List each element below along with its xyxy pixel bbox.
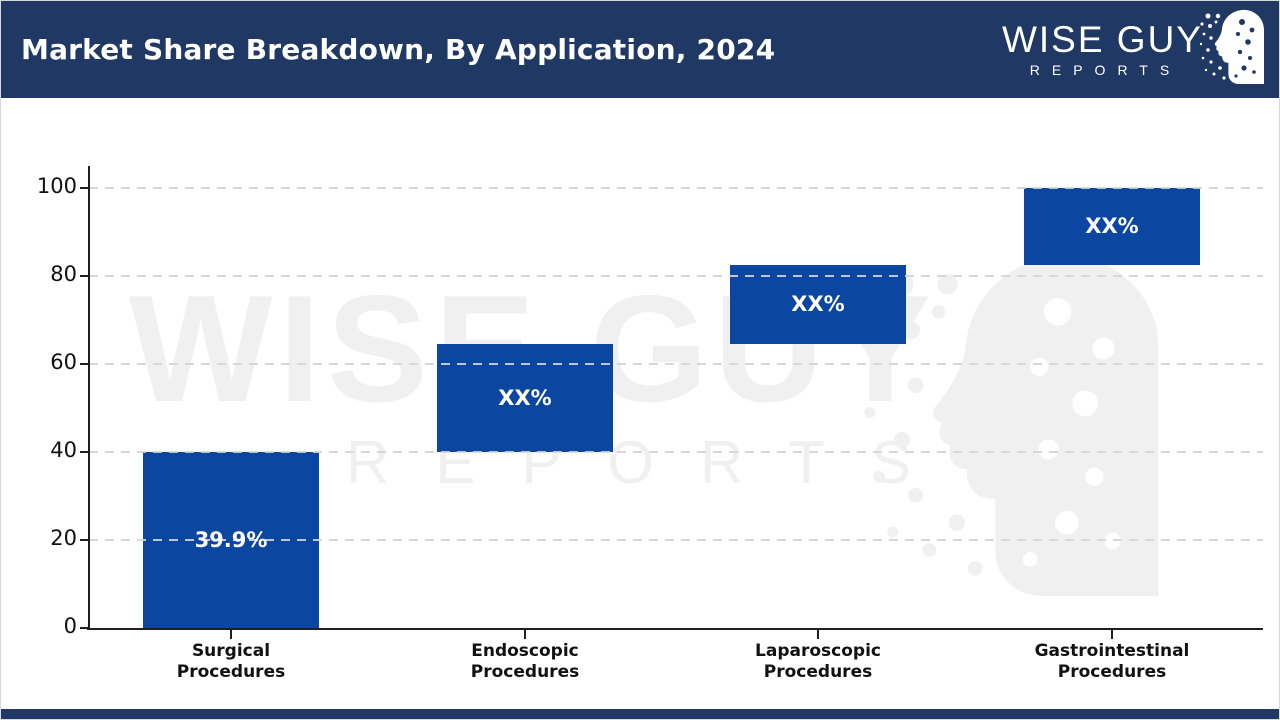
x-category-label: Gastrointestinal Procedures	[982, 641, 1242, 683]
y-tick-mark	[80, 275, 89, 277]
y-tick-label: 20	[50, 526, 77, 550]
x-category-label-line: Laparoscopic	[755, 641, 881, 661]
logo-subtitle: REPORTS	[1029, 62, 1182, 78]
x-tick-mark	[524, 630, 526, 639]
bar-value-label: XX%	[1085, 214, 1139, 239]
y-tick-label: 60	[50, 350, 77, 374]
y-tick-label: 40	[50, 438, 77, 462]
header-bar: Market Share Breakdown, By Application, …	[1, 1, 1279, 98]
gridline-40	[89, 451, 1263, 453]
y-axis-line	[88, 166, 90, 630]
y-tick-mark	[80, 627, 89, 629]
y-tick-mark	[80, 451, 89, 453]
bar-segment-2	[437, 344, 613, 452]
x-category-label-line: Surgical	[191, 641, 271, 661]
x-category-label-line: Procedures	[176, 662, 286, 682]
x-category-label-line: Procedures	[470, 662, 580, 682]
x-category-label: Endoscopic Procedures	[395, 641, 655, 683]
x-category-label-line: Endoscopic	[471, 641, 579, 661]
x-tick-mark	[817, 630, 819, 639]
chart-title: Market Share Breakdown, By Application, …	[21, 33, 776, 66]
x-category-label: Surgical Procedures	[101, 641, 361, 683]
y-tick-label: 100	[36, 174, 77, 198]
y-tick-mark	[80, 187, 89, 189]
gridline-100	[89, 187, 1263, 189]
x-tick-mark	[1111, 630, 1113, 639]
bar-value-label: 39.9%	[194, 528, 268, 552]
wiseguy-logo: WISE GUY REPORTS	[1002, 8, 1279, 92]
bar-value-label: XX%	[498, 386, 552, 411]
gridline-20	[89, 539, 1263, 541]
x-category-label-line: Procedures	[763, 662, 873, 682]
x-tick-mark	[230, 630, 232, 639]
bar-segment-4	[1024, 188, 1200, 265]
bar-segment-3	[730, 264, 906, 345]
y-tick-mark	[80, 363, 89, 365]
wiseguy-logo-text: WISE GUY REPORTS	[1002, 21, 1203, 78]
bar-value-label: XX%	[791, 292, 845, 317]
wiseguy-face-icon	[1197, 8, 1271, 92]
x-category-label-line: Procedures	[1057, 662, 1167, 682]
logo-wordmark: WISE GUY	[1001, 19, 1203, 60]
footer-bar	[1, 709, 1279, 719]
y-tick-label: 0	[63, 614, 77, 638]
gridline-80	[89, 275, 1263, 277]
x-category-label-line: Gastrointestinal	[1034, 641, 1190, 661]
y-tick-mark	[80, 539, 89, 541]
x-category-label: Laparoscopic Procedures	[688, 641, 948, 683]
y-tick-label: 80	[50, 262, 77, 286]
gridline-60	[89, 363, 1263, 365]
x-axis-line	[87, 628, 1263, 630]
